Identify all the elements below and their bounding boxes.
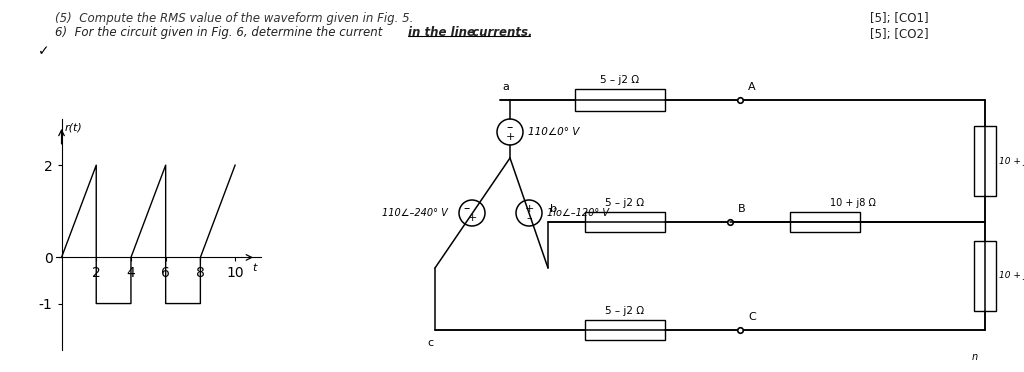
Text: +: + (524, 204, 534, 214)
Text: C: C (748, 312, 756, 322)
Text: currents.: currents. (468, 26, 532, 39)
Text: 10 + j8 Ω: 10 + j8 Ω (999, 157, 1024, 166)
Text: (5)  Compute the RMS value of the waveform given in Fig. 5.: (5) Compute the RMS value of the wavefor… (55, 12, 414, 25)
Text: 10 + j8 Ω: 10 + j8 Ω (830, 198, 876, 208)
Text: 5 – j2 Ω: 5 – j2 Ω (600, 75, 640, 85)
Text: 1îo∠–120° V: 1îo∠–120° V (547, 208, 609, 218)
Text: 5 – j2 Ω: 5 – j2 Ω (605, 198, 644, 208)
Text: in the line: in the line (408, 26, 475, 39)
Text: c: c (427, 338, 433, 348)
Bar (575, 89, 665, 111)
Text: –: – (507, 122, 513, 135)
Text: 10 + j8 Ω: 10 + j8 Ω (999, 272, 1024, 280)
Text: 5 – j2 Ω: 5 – j2 Ω (605, 306, 644, 316)
Bar (974, 241, 996, 311)
Bar (585, 320, 665, 340)
Text: 110∠–240° V: 110∠–240° V (382, 208, 447, 218)
Text: t: t (253, 263, 257, 273)
Text: a: a (502, 82, 509, 92)
Text: n: n (972, 352, 978, 362)
Text: B: B (738, 204, 745, 214)
Text: [5]; [CO1]: [5]; [CO1] (870, 12, 929, 25)
Text: 110∠0° V: 110∠0° V (528, 127, 580, 137)
Text: –: – (526, 213, 531, 223)
Text: +: + (467, 213, 477, 223)
Text: [5]; [CO2]: [5]; [CO2] (870, 28, 929, 41)
Text: 6)  For the circuit given in Fig. 6, determine the current: 6) For the circuit given in Fig. 6, dete… (55, 26, 386, 39)
Text: –: – (464, 202, 470, 215)
Text: b: b (550, 204, 557, 214)
Text: ✓: ✓ (38, 44, 49, 58)
Text: r(t): r(t) (65, 122, 83, 132)
Text: +: + (505, 132, 515, 142)
Bar (974, 126, 996, 196)
Bar (585, 212, 665, 232)
Bar (790, 212, 860, 232)
Text: A: A (748, 82, 756, 92)
